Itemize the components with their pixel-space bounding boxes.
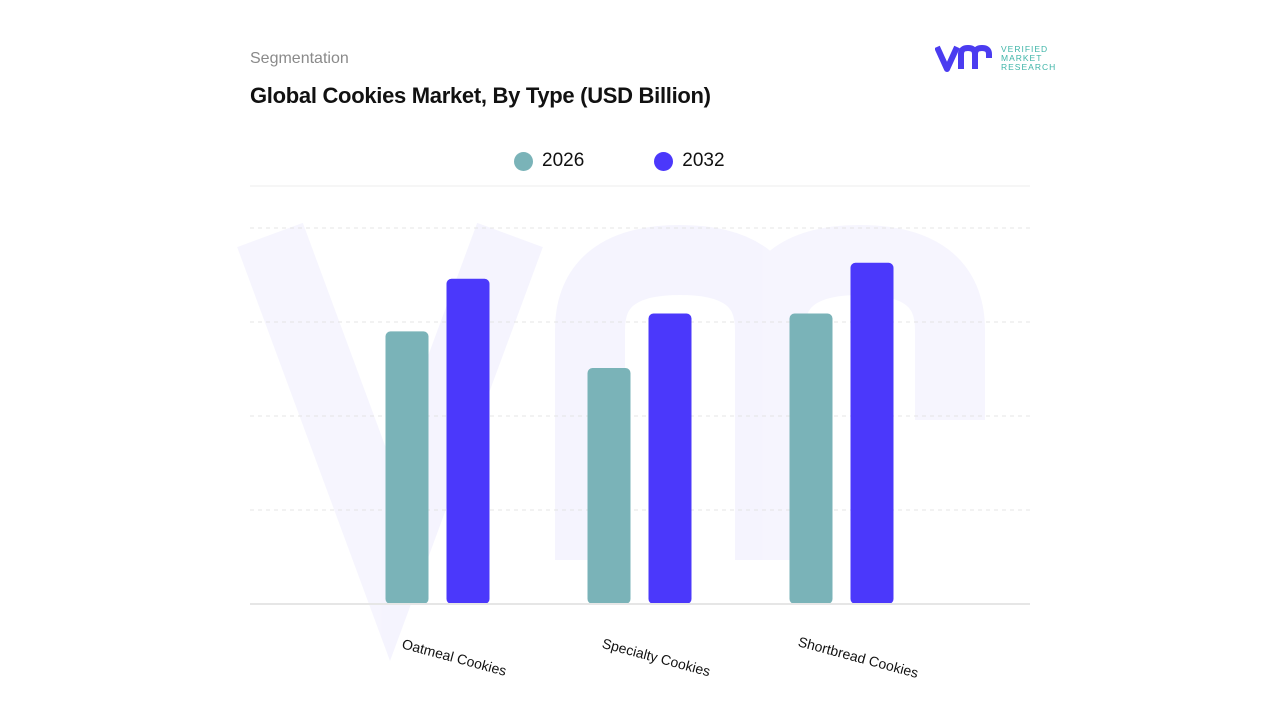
x-tick-label: Shortbread Cookies: [796, 633, 920, 680]
legend: 2026 2032: [514, 150, 725, 172]
vmr-logo-icon: [935, 44, 992, 72]
vmr-logo: VERIFIED MARKET RESEARCH: [935, 44, 1056, 72]
legend-swatch-2032: [654, 151, 674, 171]
legend-item-2026: 2026: [514, 150, 584, 172]
bar-2032-specialty-cookies: [648, 313, 692, 604]
legend-swatch-2026: [514, 151, 533, 171]
legend-item-2032: 2032: [654, 150, 725, 172]
bar-2026-shortbread-cookies: [789, 313, 833, 604]
legend-label: 2032: [682, 150, 725, 171]
bar-2026-oatmeal-cookies: [385, 331, 429, 604]
logo-text-3: RESEARCH: [1001, 61, 1057, 72]
logo-text-1: VERIFIED: [1001, 43, 1049, 54]
bar-2032-oatmeal-cookies: [446, 278, 490, 604]
section-label: Segmentation: [250, 50, 349, 67]
logo-text-2: MARKET: [1001, 52, 1043, 63]
legend-label: 2026: [542, 150, 585, 171]
bar-2032-shortbread-cookies: [850, 262, 894, 604]
x-tick-label: Specialty Cookies: [600, 635, 712, 679]
x-tick-label: Oatmeal Cookies: [400, 636, 508, 679]
chart-title: Global Cookies Market, By Type (USD Bill…: [250, 83, 711, 108]
bar-2026-specialty-cookies: [587, 368, 631, 604]
